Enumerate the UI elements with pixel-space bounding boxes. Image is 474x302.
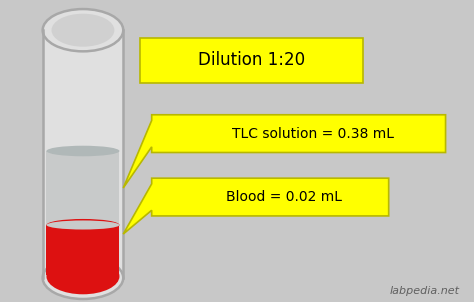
Ellipse shape [46,146,119,156]
Polygon shape [123,115,446,188]
Ellipse shape [43,257,123,299]
Bar [43,30,123,278]
Ellipse shape [52,14,114,47]
Text: labpedia.net: labpedia.net [390,286,460,296]
Ellipse shape [46,220,119,230]
Bar [46,151,119,225]
Text: Dilution 1:20: Dilution 1:20 [198,51,305,69]
Text: Blood = 0.02 mL: Blood = 0.02 mL [227,190,342,204]
FancyBboxPatch shape [140,38,363,83]
Text: TLC solution = 0.38 mL: TLC solution = 0.38 mL [232,127,394,141]
Polygon shape [123,178,389,234]
Ellipse shape [46,219,119,231]
Bar [46,225,119,275]
Ellipse shape [43,9,123,51]
Ellipse shape [46,258,119,294]
